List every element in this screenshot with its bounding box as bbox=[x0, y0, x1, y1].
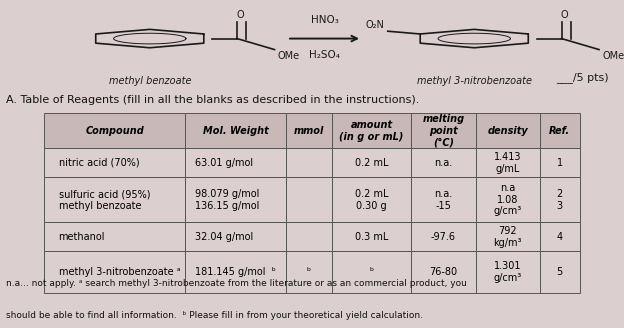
Text: should be able to find all information.  ᵇ Please fill in from your theoretical : should be able to find all information. … bbox=[6, 311, 423, 320]
Text: OMe: OMe bbox=[278, 51, 300, 60]
Text: n.a... not apply. ᵃ search methyl 3-nitrobenzoate from the literature or as an c: n.a... not apply. ᵃ search methyl 3-nitr… bbox=[6, 279, 467, 288]
Text: methyl 3-nitrobenzoate: methyl 3-nitrobenzoate bbox=[417, 76, 532, 86]
Text: O₂N: O₂N bbox=[366, 20, 384, 30]
Text: O: O bbox=[561, 10, 568, 20]
Text: HNO₃: HNO₃ bbox=[311, 15, 338, 25]
Text: OMe: OMe bbox=[602, 51, 624, 60]
Text: H₂SO₄: H₂SO₄ bbox=[309, 50, 340, 60]
Text: O: O bbox=[236, 10, 244, 20]
Text: ___/5 pts): ___/5 pts) bbox=[556, 72, 608, 83]
Text: methyl benzoate: methyl benzoate bbox=[109, 76, 191, 86]
Text: A. Table of Reagents (fill in all the blanks as described in the instructions).: A. Table of Reagents (fill in all the bl… bbox=[6, 95, 419, 105]
